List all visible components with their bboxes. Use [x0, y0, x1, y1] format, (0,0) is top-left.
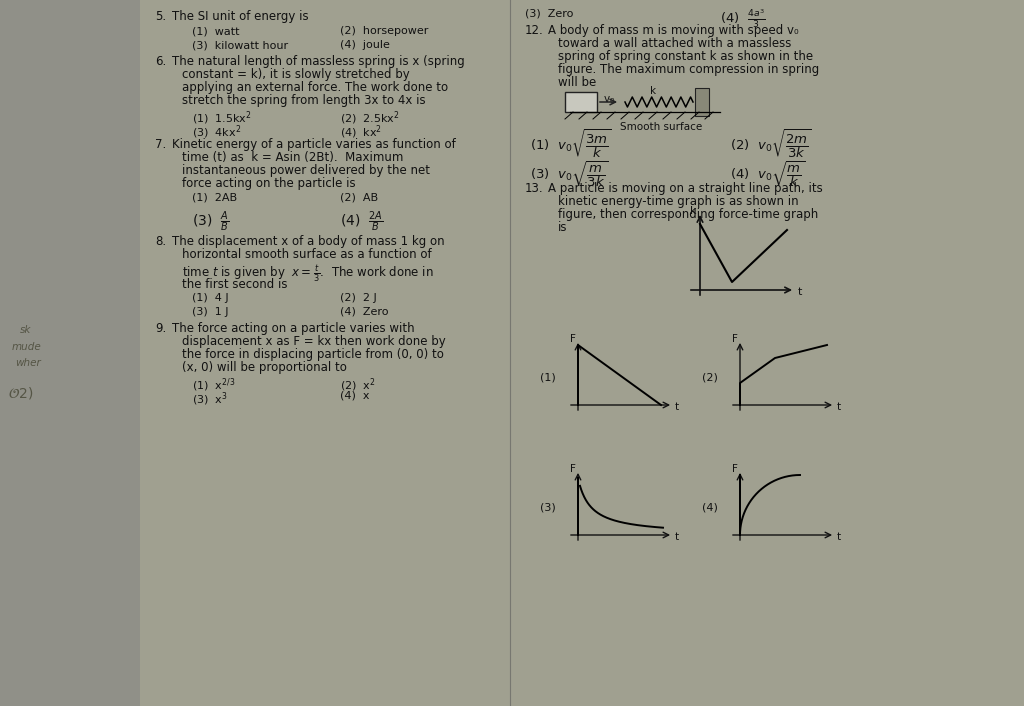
Text: (2)  $v_0\sqrt{\dfrac{2m}{3k}}$: (2) $v_0\sqrt{\dfrac{2m}{3k}}$ [730, 128, 812, 161]
Text: F: F [570, 464, 575, 474]
Text: Kinetic energy of a particle varies as function of: Kinetic energy of a particle varies as f… [172, 138, 456, 151]
Text: will be: will be [558, 76, 596, 89]
Text: the first second is: the first second is [182, 278, 288, 291]
Text: (3)  $v_0\sqrt{\dfrac{m}{3k}}$: (3) $v_0\sqrt{\dfrac{m}{3k}}$ [530, 160, 608, 190]
Text: (4)  kx$^2$: (4) kx$^2$ [340, 123, 382, 140]
Text: (1)  watt: (1) watt [193, 26, 240, 36]
Text: (2)  horsepower: (2) horsepower [340, 26, 428, 36]
Text: t: t [675, 532, 679, 542]
Text: (1): (1) [540, 373, 556, 383]
Text: toward a wall attached with a massless: toward a wall attached with a massless [558, 37, 792, 50]
Text: t: t [837, 532, 841, 542]
Text: kinetic energy-time graph is as shown in: kinetic energy-time graph is as shown in [558, 195, 799, 208]
Text: (3)  kilowatt hour: (3) kilowatt hour [193, 40, 288, 50]
Text: (3)  4kx$^2$: (3) 4kx$^2$ [193, 123, 242, 140]
Bar [565, 92, 597, 112]
Text: (4)  Zero: (4) Zero [340, 307, 388, 317]
Text: mude: mude [12, 342, 42, 352]
Text: m: m [575, 96, 586, 106]
Text: (2): (2) [702, 373, 718, 383]
Text: (3)  Zero: (3) Zero [525, 8, 573, 18]
Text: (4): (4) [702, 503, 718, 513]
Text: constant = k), it is slowly stretched by: constant = k), it is slowly stretched by [182, 68, 410, 81]
Text: (1)  2AB: (1) 2AB [193, 192, 238, 202]
Text: (3)  x$^3$: (3) x$^3$ [193, 390, 227, 407]
Text: (3)  $\frac{A}{B}$: (3) $\frac{A}{B}$ [193, 210, 229, 234]
Text: (2)  AB: (2) AB [340, 192, 378, 202]
Text: figure. The maximum compression in spring: figure. The maximum compression in sprin… [558, 63, 819, 76]
Text: The force acting on a particle varies with: The force acting on a particle varies wi… [172, 322, 415, 335]
Text: A body of mass m is moving with speed v₀: A body of mass m is moving with speed v₀ [548, 24, 799, 37]
Text: (1)  x$^{2/3}$: (1) x$^{2/3}$ [193, 376, 236, 394]
Text: (2)  2.5kx$^2$: (2) 2.5kx$^2$ [340, 109, 399, 126]
Bar [695, 88, 709, 116]
Text: horizontal smooth surface as a function of: horizontal smooth surface as a function … [182, 248, 432, 261]
Text: The SI unit of energy is: The SI unit of energy is [172, 10, 308, 23]
Text: sk: sk [20, 325, 32, 335]
Text: 7.: 7. [155, 138, 166, 151]
Text: instantaneous power delivered by the net: instantaneous power delivered by the net [182, 164, 430, 177]
Text: t: t [837, 402, 841, 412]
Text: (4)  joule: (4) joule [340, 40, 390, 50]
Text: wher: wher [15, 358, 41, 368]
Text: force acting on the particle is: force acting on the particle is [182, 177, 355, 190]
Text: time (t) as  k = Asin (2Bt).  Maximum: time (t) as k = Asin (2Bt). Maximum [182, 151, 403, 164]
Text: 6.: 6. [155, 55, 166, 68]
Text: 5.: 5. [155, 10, 166, 23]
Text: 12.: 12. [525, 24, 544, 37]
Text: displacement x as F = kx then work done by: displacement x as F = kx then work done … [182, 335, 445, 348]
Text: figure, then corresponding force-time graph: figure, then corresponding force-time gr… [558, 208, 818, 221]
Text: (2)  2 J: (2) 2 J [340, 293, 377, 303]
Text: The natural length of massless spring is x (spring: The natural length of massless spring is… [172, 55, 465, 68]
Text: F: F [732, 334, 738, 344]
Text: is: is [558, 221, 567, 234]
Text: stretch the spring from length 3x to 4x is: stretch the spring from length 3x to 4x … [182, 94, 426, 107]
Text: (1)  1.5kx$^2$: (1) 1.5kx$^2$ [193, 109, 252, 126]
Text: (4)  $v_0\sqrt{\dfrac{m}{k}}$: (4) $v_0\sqrt{\dfrac{m}{k}}$ [730, 160, 805, 190]
Text: spring of spring constant k as shown in the: spring of spring constant k as shown in … [558, 50, 813, 63]
Text: (4)  $\frac{2A}{B}$: (4) $\frac{2A}{B}$ [340, 210, 383, 234]
Text: 8.: 8. [155, 235, 166, 248]
Text: (1)  4 J: (1) 4 J [193, 293, 228, 303]
Text: F: F [570, 334, 575, 344]
Text: (4)  x: (4) x [340, 390, 370, 400]
Text: (4)  $\frac{4a^3}{3}$: (4) $\frac{4a^3}{3}$ [720, 8, 766, 30]
Text: $\mathcal{O}$2): $\mathcal{O}$2) [8, 385, 33, 401]
Text: (3): (3) [540, 503, 556, 513]
Text: Smooth surface: Smooth surface [620, 122, 702, 132]
Text: the force in displacing particle from (0, 0) to: the force in displacing particle from (0… [182, 348, 443, 361]
Text: k: k [690, 206, 696, 216]
Text: F: F [732, 464, 738, 474]
Text: (x, 0) will be proportional to: (x, 0) will be proportional to [182, 361, 347, 374]
Text: A particle is moving on a straight line path, its: A particle is moving on a straight line … [548, 182, 822, 195]
Text: (2)  x$^2$: (2) x$^2$ [340, 376, 376, 394]
Bar [0, 0, 140, 706]
Text: k: k [650, 86, 656, 96]
Text: t: t [798, 287, 803, 297]
Text: 9.: 9. [155, 322, 166, 335]
Text: (3)  1 J: (3) 1 J [193, 307, 228, 317]
Text: The displacement x of a body of mass 1 kg on: The displacement x of a body of mass 1 k… [172, 235, 444, 248]
Text: 13.: 13. [525, 182, 544, 195]
Text: t: t [675, 402, 679, 412]
Text: v$_0$: v$_0$ [603, 94, 615, 106]
Text: (1)  $v_0\sqrt{\dfrac{3m}{k}}$: (1) $v_0\sqrt{\dfrac{3m}{k}}$ [530, 128, 611, 161]
Text: time $t$ is given by  $x = \frac{t}{3}$.  The work done in: time $t$ is given by $x = \frac{t}{3}$. … [182, 263, 433, 284]
Text: applying an external force. The work done to: applying an external force. The work don… [182, 81, 449, 94]
